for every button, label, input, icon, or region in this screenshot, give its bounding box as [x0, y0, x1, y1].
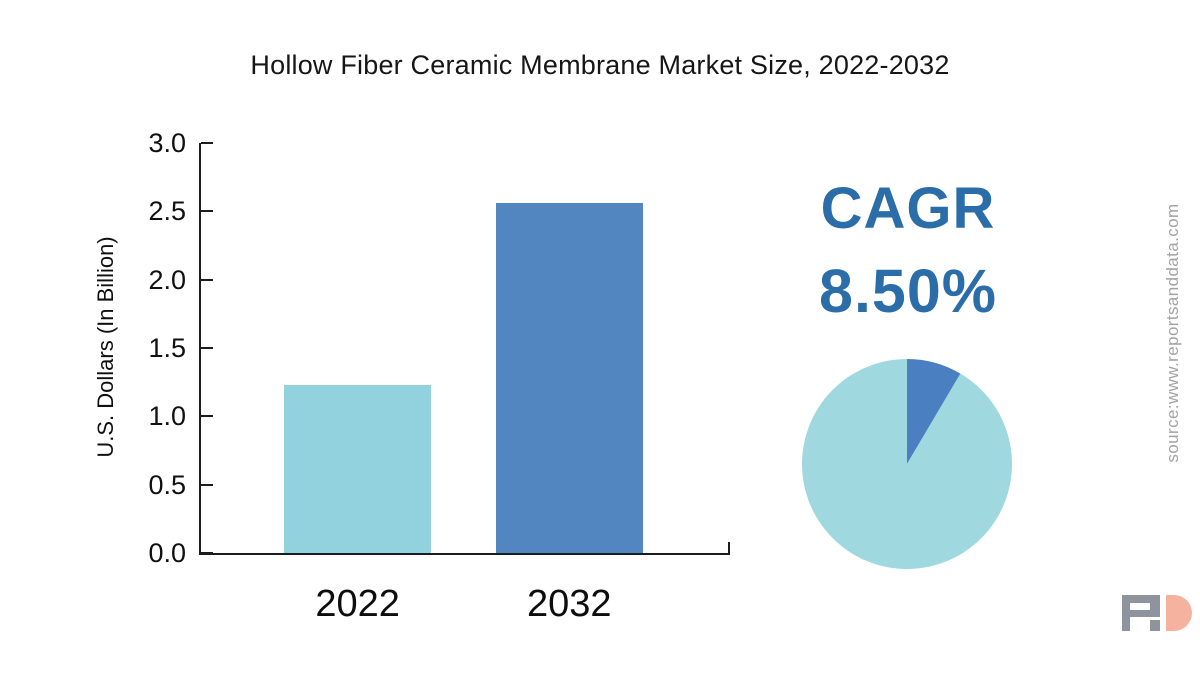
x-tick-label: 2032	[527, 583, 612, 625]
x-axis-endcap	[728, 542, 730, 554]
logo-d-shape	[1166, 595, 1192, 631]
pie-slice-cagr-share	[907, 359, 961, 464]
logo-r-shape	[1122, 595, 1160, 631]
logo-r-leg	[1150, 620, 1160, 631]
x-axis-line	[199, 553, 730, 555]
y-tick-label: 3.0	[148, 128, 186, 158]
cagr-label: CAGR	[820, 176, 996, 241]
y-tick	[201, 278, 213, 281]
y-tick-label: 0.0	[148, 538, 186, 568]
y-tick	[201, 552, 213, 554]
y-tick	[201, 347, 213, 349]
bar-2022	[284, 384, 432, 553]
y-tick-label: 2.0	[148, 264, 186, 295]
y-axis-line	[199, 143, 201, 555]
y-tick	[201, 142, 213, 144]
x-tick-label: 2022	[315, 583, 400, 625]
y-tick-label: 1.5	[148, 333, 186, 363]
pie-slice-remainder	[802, 359, 1013, 569]
y-tick-label: 2.5	[148, 196, 186, 227]
chart-title: Hollow Fiber Ceramic Membrane Market Siz…	[250, 50, 950, 80]
y-tick	[201, 210, 213, 213]
bar-2032	[495, 203, 643, 553]
y-tick	[201, 415, 213, 418]
y-axis-label: U.S. Dollars (In Billion)	[93, 236, 118, 458]
brand-logo	[1122, 595, 1192, 631]
source-watermark: source:www.reportsanddata.com	[1163, 203, 1182, 463]
y-tick-label: 0.5	[148, 469, 186, 500]
y-tick-label: 1.0	[148, 401, 186, 432]
pie-chart	[802, 359, 1013, 569]
cagr-block: CAGR 8.50%	[758, 176, 1058, 325]
y-tick	[201, 483, 213, 486]
cagr-value: 8.50%	[819, 257, 997, 325]
